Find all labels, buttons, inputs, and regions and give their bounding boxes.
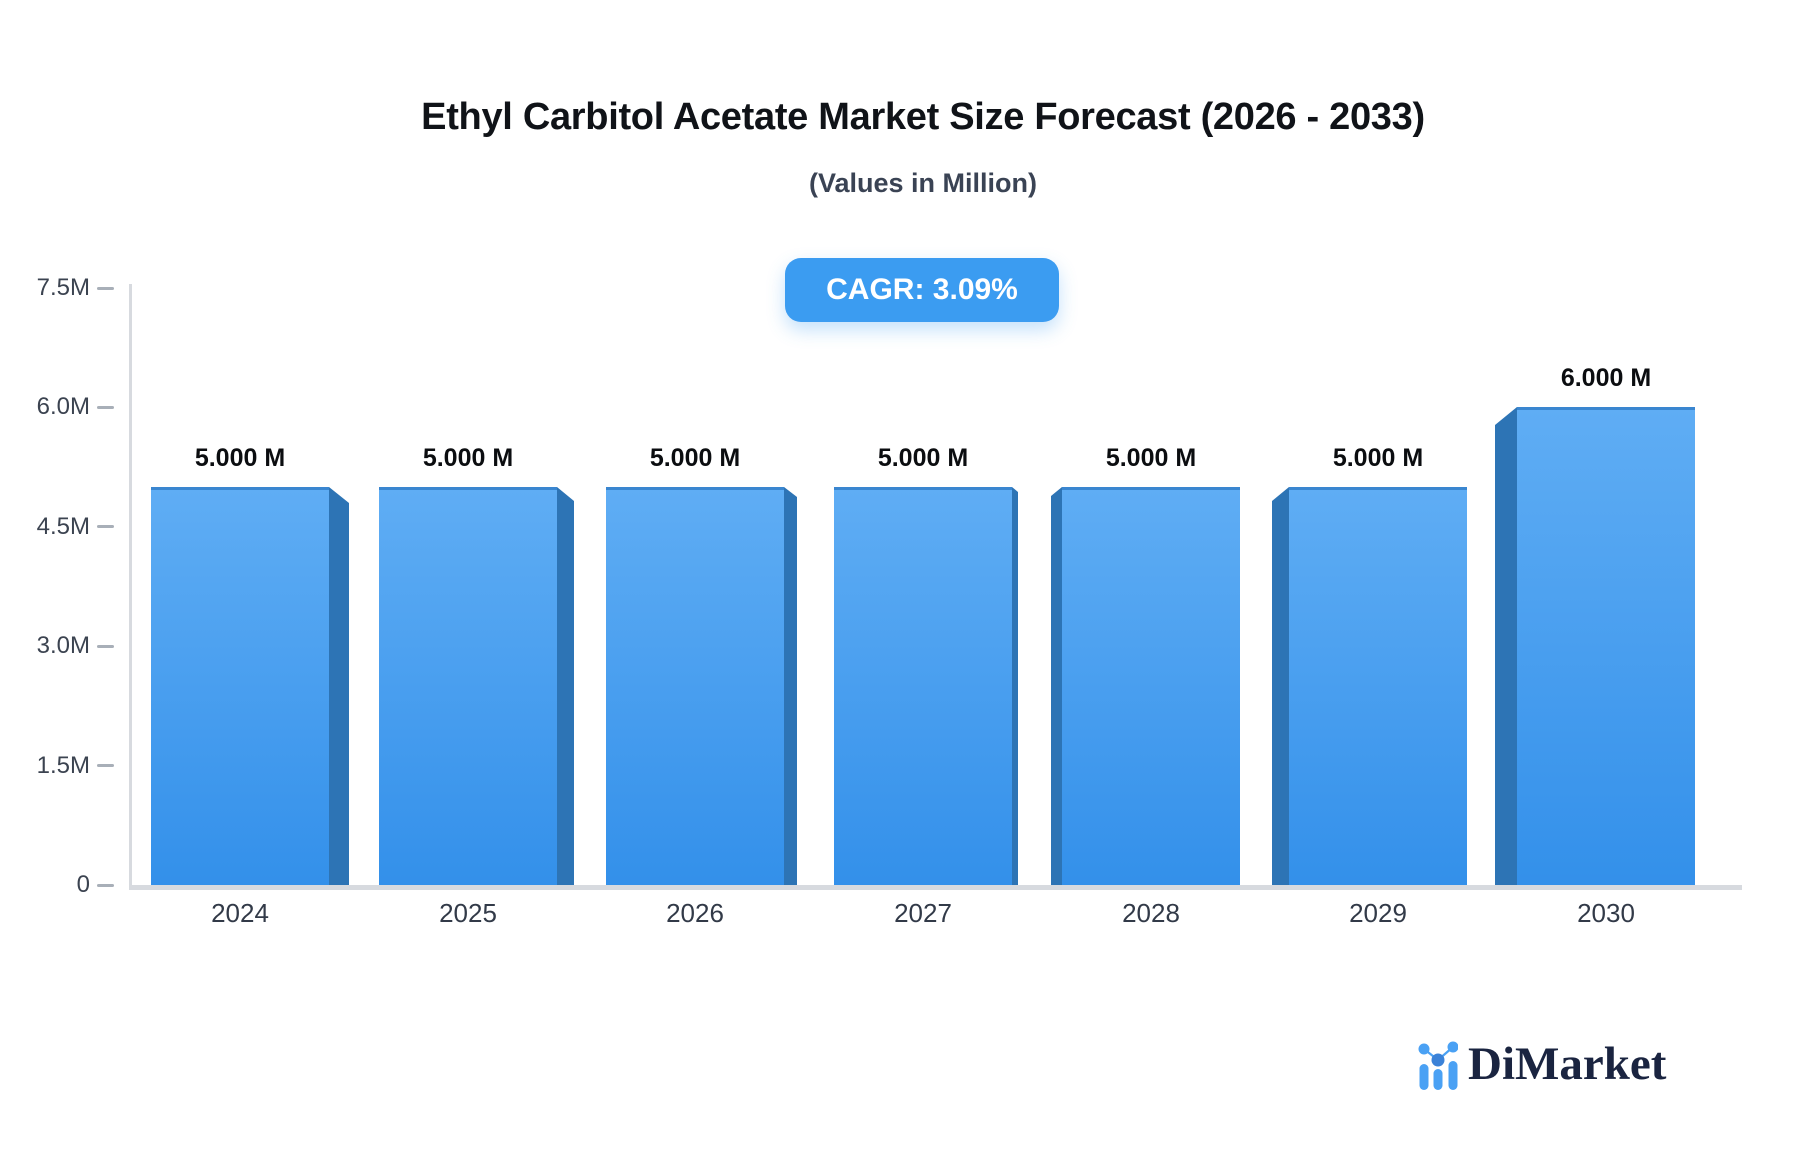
y-tick-dash-4.5M bbox=[97, 525, 114, 529]
y-tick-label-6.0M: 6.0M bbox=[36, 393, 90, 421]
x-label-2029: 2029 bbox=[1349, 898, 1407, 928]
brand-logo: DiMarket bbox=[1412, 1038, 1666, 1090]
bar-2025[interactable]: 5.000 M bbox=[379, 444, 574, 885]
bar-value-label-2024: 5.000 M bbox=[194, 444, 286, 472]
bar-2028[interactable]: 5.000 M bbox=[1051, 444, 1240, 885]
bar-value-label-2028: 5.000 M bbox=[1105, 444, 1197, 472]
y-tick-label-4.5M: 4.5M bbox=[36, 512, 90, 540]
y-tick-dash-6.0M bbox=[97, 405, 114, 409]
y-axis-line bbox=[129, 284, 132, 887]
bar-value-label-2025: 5.000 M bbox=[422, 444, 514, 472]
chart-subtitle: (Values in Million) bbox=[808, 168, 1038, 198]
bar-value-label-2030: 6.000 M bbox=[1560, 364, 1652, 392]
bar-value-label-2027: 5.000 M bbox=[877, 444, 969, 472]
y-tick-label-1.5M: 1.5M bbox=[36, 751, 90, 779]
x-label-2030: 2030 bbox=[1577, 898, 1635, 928]
y-tick-dash-1.5M bbox=[97, 764, 114, 768]
bar-side-face bbox=[1272, 487, 1289, 885]
bar-value-label-2029: 5.000 M bbox=[1332, 444, 1424, 472]
bar-2026[interactable]: 5.000 M bbox=[606, 444, 797, 885]
y-tick-label-7.5M: 7.5M bbox=[36, 274, 90, 301]
bar-front-face bbox=[606, 487, 784, 885]
bar-side-face bbox=[329, 487, 349, 885]
y-tick-label-3.0M: 3.0M bbox=[36, 632, 90, 660]
bar-side-face bbox=[1012, 487, 1018, 885]
x-label-2024: 2024 bbox=[211, 898, 269, 928]
bar-2027[interactable]: 5.000 M bbox=[834, 444, 1018, 885]
y-tick-dash-3.0M bbox=[97, 644, 114, 648]
bar-front-face bbox=[1517, 407, 1695, 885]
x-label-2026: 2026 bbox=[666, 898, 724, 928]
x-label-2027: 2027 bbox=[894, 898, 952, 928]
x-axis-line bbox=[129, 885, 1742, 890]
x-label-2028: 2028 bbox=[1122, 898, 1180, 928]
bar-front-face bbox=[1289, 487, 1467, 885]
y-tick-dash-7.5M bbox=[97, 286, 114, 290]
bar-chart-logo-icon bbox=[1418, 1041, 1458, 1090]
bar-2029[interactable]: 5.000 M bbox=[1272, 444, 1467, 885]
y-tick-label-0: 0 bbox=[76, 871, 90, 898]
bar-side-face bbox=[557, 487, 574, 885]
bar-side-face bbox=[1051, 487, 1062, 885]
bar-front-face bbox=[834, 487, 1012, 885]
bar-value-label-2026: 5.000 M bbox=[649, 444, 741, 472]
brand-name: DiMarket bbox=[1468, 1038, 1667, 1090]
bar-2030[interactable]: 6.000 M bbox=[1495, 364, 1695, 885]
bar-front-face bbox=[379, 487, 557, 885]
cagr-badge: CAGR: 3.09% bbox=[785, 258, 1059, 322]
bar-side-face bbox=[1495, 407, 1517, 885]
bar-side-face bbox=[784, 487, 797, 885]
y-tick-dash-0 bbox=[97, 883, 114, 887]
x-label-2025: 2025 bbox=[439, 898, 497, 928]
bar-front-face bbox=[1062, 487, 1240, 885]
bar-front-face bbox=[151, 487, 329, 885]
bar-2024[interactable]: 5.000 M bbox=[151, 444, 349, 885]
chart-title: Ethyl Carbitol Acetate Market Size Forec… bbox=[421, 96, 1425, 138]
